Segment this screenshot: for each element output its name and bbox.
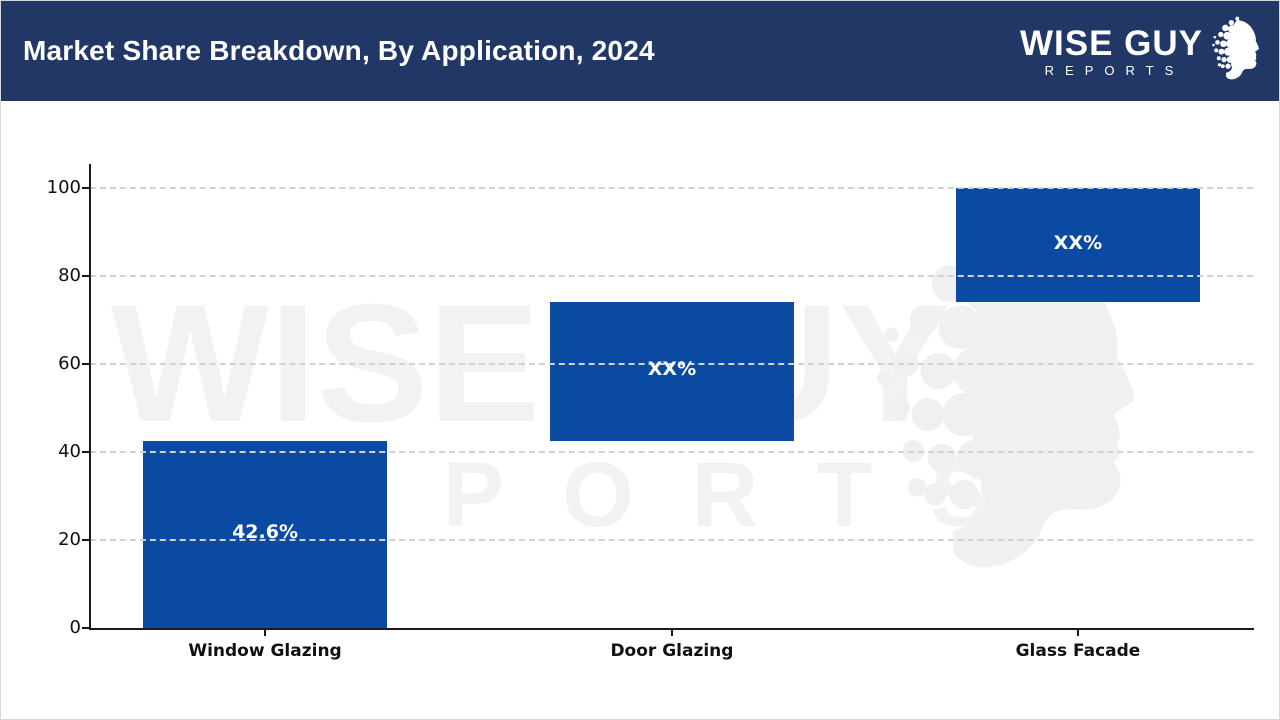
y-axis-tick: [82, 275, 89, 277]
y-axis-tick-label: 80: [58, 265, 81, 286]
bar-door-glazing: [549, 301, 794, 441]
gridline-80: [90, 275, 1253, 277]
x-axis-category-label: Window Glazing: [188, 641, 342, 661]
bar-value-label: XX%: [1053, 231, 1103, 254]
y-axis-tick: [82, 539, 89, 541]
x-axis-category-label: Glass Facade: [1015, 641, 1141, 661]
y-axis-tick-label: 60: [58, 353, 81, 374]
y-axis-tick: [82, 363, 89, 365]
x-axis-category-label: Door Glazing: [610, 641, 734, 661]
y-axis-tick-label: 0: [69, 617, 81, 638]
y-axis-tick-label: 40: [58, 441, 81, 462]
gridline-60: [90, 363, 1253, 365]
y-axis-tick-label: 20: [58, 529, 81, 550]
x-axis-line: [89, 628, 1254, 630]
bar-value-label: XX%: [647, 358, 697, 381]
gridline-20: [90, 539, 1253, 541]
y-axis-line: [89, 163, 91, 630]
page-title: Market Share Breakdown, By Application, …: [23, 35, 655, 66]
y-axis-tick: [82, 451, 89, 453]
gridline-40: [90, 451, 1253, 453]
gridline-100: [90, 187, 1253, 189]
y-axis-tick: [82, 187, 89, 189]
bar-value-label: 42.6%: [232, 521, 298, 544]
y-axis-tick-label: 100: [46, 177, 81, 198]
header-bar: Market Share Breakdown, By Application, …: [1, 1, 1279, 101]
logo-reports-label: REPORTS: [1044, 62, 1185, 78]
y-axis-tick: [82, 627, 89, 629]
logo-wiseguy-label: WISE GUY: [1019, 23, 1203, 63]
bar-window-glazing: [143, 440, 388, 628]
x-axis-tick: [1076, 630, 1079, 636]
wise-guy-reports-logo: WISE GUY REPORTS: [1020, 8, 1265, 94]
logo-dotted-head-icon: [1212, 16, 1260, 80]
x-axis-tick: [264, 630, 267, 636]
logo-text: WISE GUY REPORTS: [1020, 26, 1203, 77]
x-axis-tick: [670, 630, 673, 636]
